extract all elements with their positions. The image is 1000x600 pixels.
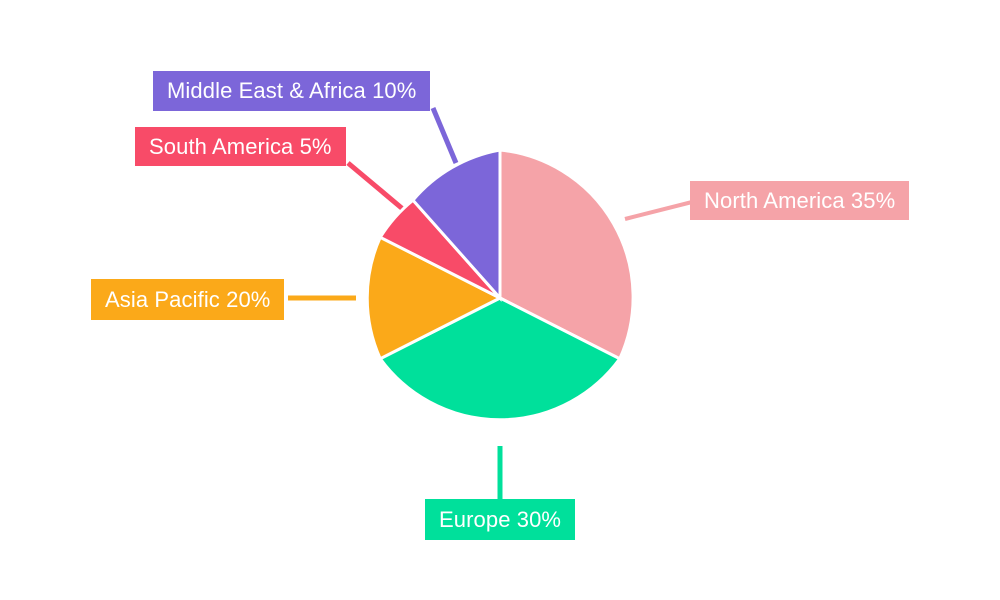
pie-label-asia-pacific[interactable]: Asia Pacific 20%: [91, 279, 285, 320]
pie-label-middle-east-africa[interactable]: Middle East & Africa 10%: [153, 71, 431, 111]
pie-slice-middle-east-africa[interactable]: [411, 148, 502, 302]
leader-line-middle-east-africa: [430, 107, 459, 164]
leader-line-south-america: [346, 161, 406, 212]
leader-line-north-america: [624, 198, 701, 221]
pie-slice-asia-pacific[interactable]: [365, 235, 504, 361]
pie-label-north-america[interactable]: North America 35%: [690, 181, 910, 220]
pie-slice-north-america[interactable]: [498, 148, 635, 361]
pie-label-europe-text: Europe 30%: [439, 506, 562, 532]
pie-label-europe[interactable]: Europe 30%: [425, 499, 576, 540]
pie-label-south-america[interactable]: South America 5%: [135, 127, 346, 166]
pie-label-asia-pacific-text: Asia Pacific 20%: [105, 286, 271, 312]
pie-label-south-america-text: South America 5%: [149, 133, 332, 159]
pie-wedge-group: [365, 148, 635, 422]
pie-label-north-america-text: North America 35%: [704, 187, 896, 213]
pie-label-middle-east-africa-text: Middle East & Africa 10%: [167, 78, 417, 103]
